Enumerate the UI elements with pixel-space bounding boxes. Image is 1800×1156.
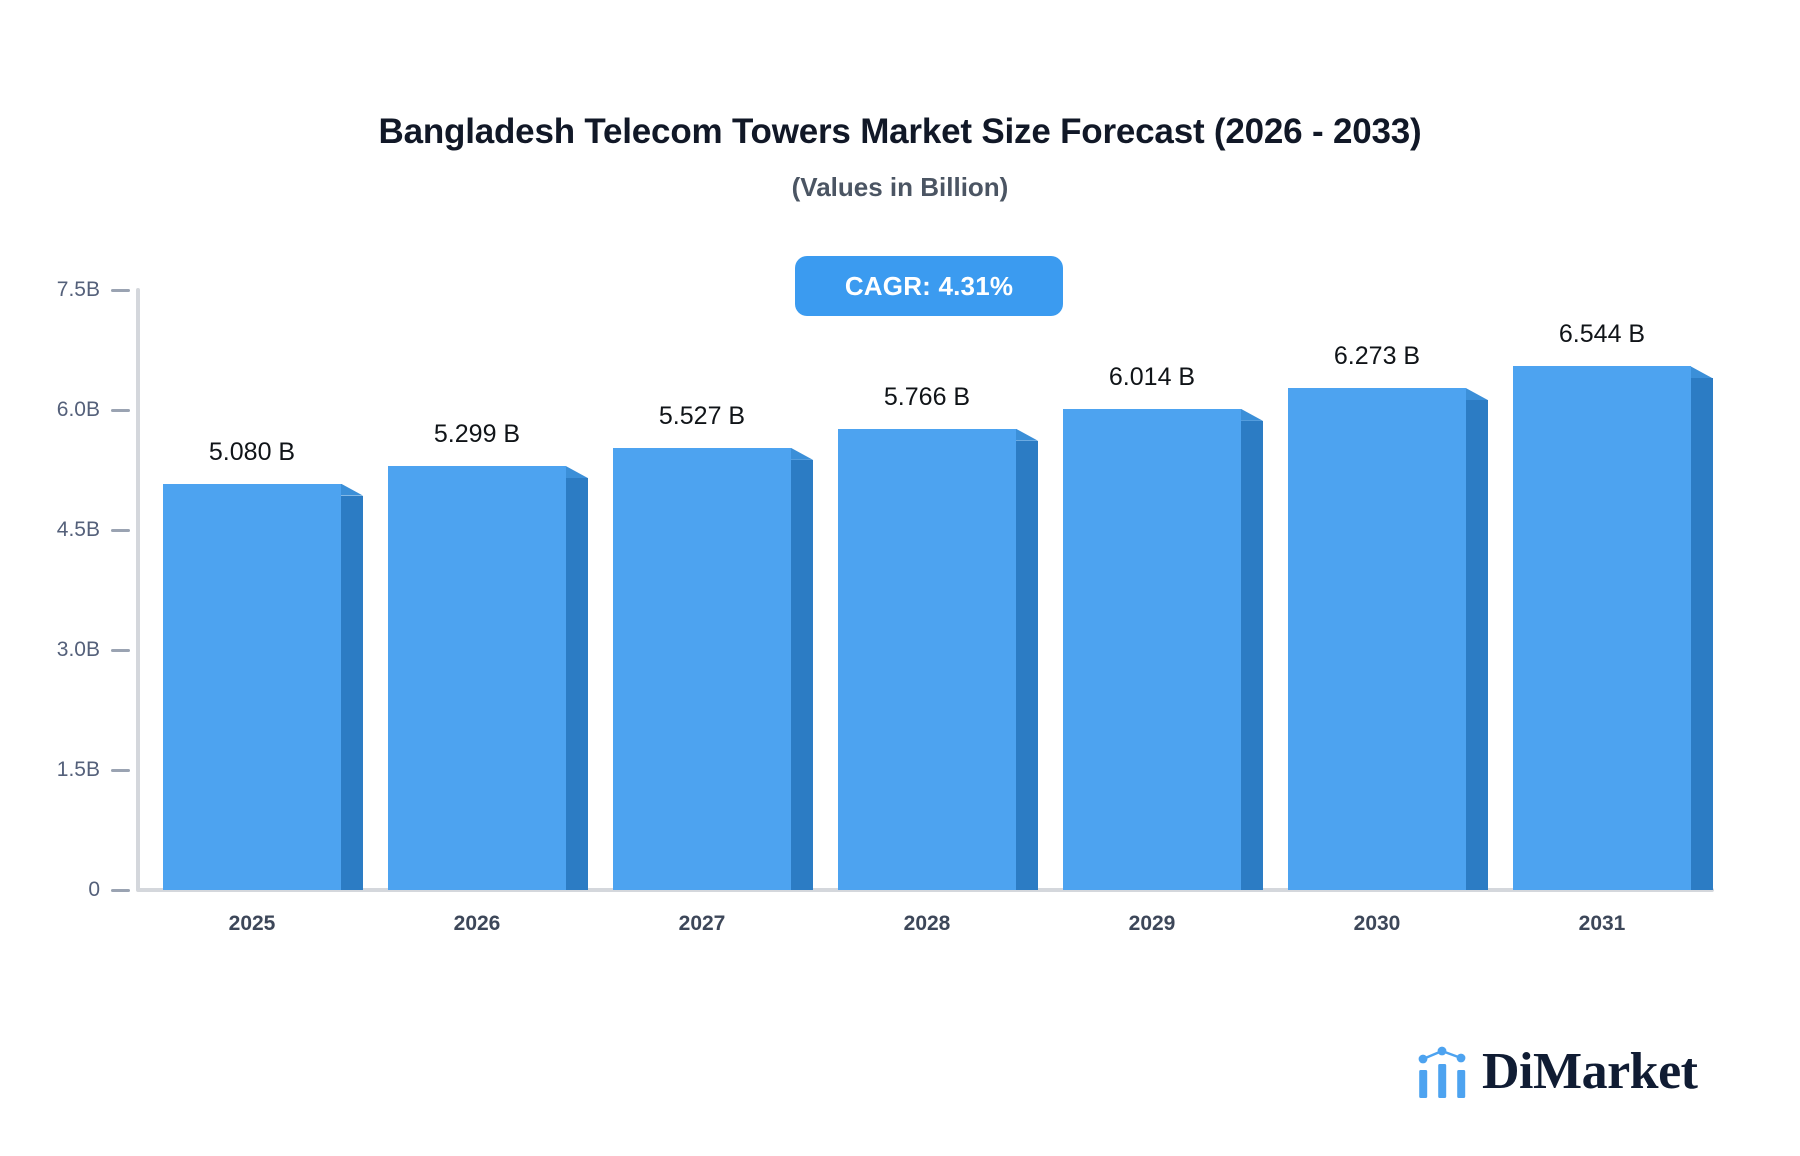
bar-top-bevel [1241,408,1263,421]
cagr-badge: CAGR: 4.31% [795,256,1063,316]
dimarket-logo: DiMarket [1416,1043,1698,1100]
bar-top-bevel [1016,428,1038,441]
bar-side-face [1466,400,1488,890]
bar-2029[interactable] [1063,408,1263,890]
bar-value-label: 6.273 B [1333,342,1421,371]
bar-value-label: 5.299 B [433,420,521,449]
y-axis-tick: 1.5B [20,758,130,782]
bar-top-bevel [341,483,363,496]
bar-side-face [1016,440,1038,890]
bar-value-label: 5.766 B [883,382,971,411]
y-axis-tick-label: 3.0B [56,638,100,661]
bar-top-bevel [1466,388,1488,401]
x-axis-label-2028: 2028 [903,912,951,935]
bar-front-face [838,428,1016,890]
bar-front-face [613,447,791,890]
bar-value-label: 5.527 B [658,401,746,430]
x-axis-label-2030: 2030 [1353,912,1401,935]
y-axis-tick: 0 [20,878,130,902]
y-axis-tick-mark [111,289,130,292]
y-axis-tick-label: 1.5B [56,758,100,781]
bar-front-face [1513,366,1691,890]
x-axis-line [136,888,1714,892]
y-axis-tick-label: 6.0B [56,398,100,421]
chart-subtitle: (Values in Billion) [791,172,1009,202]
x-axis-label-2027: 2027 [678,912,726,935]
y-axis-tick-mark [111,769,130,772]
x-axis-label-2031: 2031 [1578,912,1626,935]
bar-side-face [341,495,363,890]
bar-top-bevel [566,466,588,479]
x-axis-label-2029: 2029 [1128,912,1176,935]
chart-title: Bangladesh Telecom Towers Market Size Fo… [378,112,1422,151]
bar-chart-logo-icon [1416,1046,1470,1098]
y-axis-tick-mark [111,529,130,532]
bar-2028[interactable] [838,428,1038,890]
bar-top-bevel [1691,366,1713,379]
y-axis-tick-mark [111,409,130,412]
bar-front-face [388,466,566,890]
bar-value-label: 6.014 B [1108,362,1196,391]
bar-front-face [1288,388,1466,890]
bar-side-face [566,478,588,890]
x-axis-label-2026: 2026 [453,912,501,935]
bar-2026[interactable] [388,466,588,890]
y-axis-tick-label: 0 [88,878,100,901]
bar-top-bevel [791,447,813,460]
y-axis-tick: 6.0B [20,398,130,422]
cagr-badge-label: CAGR: 4.31% [844,270,1014,301]
bar-value-label: 6.544 B [1558,320,1646,349]
bar-2027[interactable] [613,447,813,890]
bar-2025[interactable] [163,483,363,890]
bar-front-face [163,483,341,890]
y-axis-tick-mark [111,649,130,652]
bar-value-label: 5.080 B [208,437,296,466]
y-axis-tick-mark [111,889,130,892]
logo-wordmark: DiMarket [1482,1043,1698,1100]
y-axis-tick: 7.5B [20,278,130,302]
y-axis-tick-label: 4.5B [56,518,100,541]
y-axis-tick: 4.5B [20,518,130,542]
bar-2031[interactable] [1513,366,1713,890]
bar-front-face [1063,408,1241,890]
bar-side-face [791,459,813,890]
y-axis-tick: 3.0B [20,638,130,662]
bar-side-face [1241,420,1263,890]
x-axis-label-2025: 2025 [228,912,276,935]
y-axis-tick-label: 7.5B [56,278,100,301]
bar-side-face [1691,378,1713,890]
bar-2030[interactable] [1288,388,1488,890]
y-axis-line [136,288,140,891]
